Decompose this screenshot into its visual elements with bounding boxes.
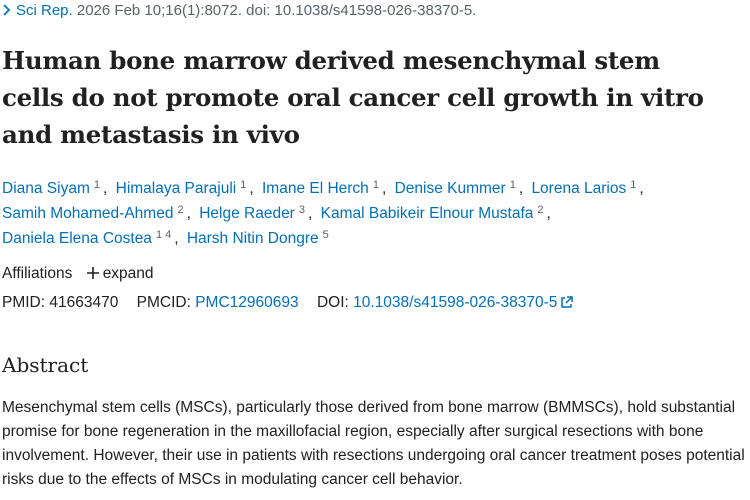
pmcid-label: PMCID: bbox=[136, 294, 191, 311]
author: Helge Raeder 3 bbox=[199, 204, 316, 223]
author-link[interactable]: Himalaya Parajuli bbox=[115, 180, 237, 197]
affiliation-numbers: 1 bbox=[240, 179, 249, 191]
pmid-label: PMID: bbox=[2, 294, 46, 311]
citation: Sci Rep. 2026 Feb 10;16(1):8072. doi: 10… bbox=[2, 2, 476, 19]
affiliation-number: 3 bbox=[298, 204, 305, 216]
doi: DOI: 10.1038/s41598-026-38370-5 bbox=[316, 294, 574, 311]
author-link[interactable]: Daniela Elena Costea bbox=[2, 230, 152, 247]
expand-button[interactable]: expand bbox=[86, 265, 154, 282]
affiliation-numbers: 1 bbox=[630, 179, 639, 191]
author: Daniela Elena Costea 1 4 bbox=[2, 229, 183, 248]
affiliation-number: 2 bbox=[177, 204, 184, 216]
doi-label: DOI: bbox=[316, 294, 349, 311]
affiliation-numbers: 1 bbox=[94, 179, 103, 191]
author-link[interactable]: Diana Siyam bbox=[2, 180, 90, 197]
author: Denise Kummer 1 bbox=[394, 179, 528, 198]
author: Imane El Herch 1 bbox=[261, 179, 390, 198]
affiliation-numbers: 1 bbox=[510, 179, 519, 191]
affiliation-number: 2 bbox=[537, 204, 544, 216]
author-link[interactable]: Helge Raeder bbox=[199, 205, 295, 222]
pmcid: PMCID: PMC12960693 bbox=[137, 294, 299, 311]
abstract-heading: Abstract bbox=[2, 353, 89, 377]
author: Harsh Nitin Dongre 5 bbox=[186, 229, 332, 248]
author-link[interactable]: Lorena Larios bbox=[531, 180, 627, 197]
author: Samih Mohamed-Ahmed 2 bbox=[2, 204, 195, 223]
chevron-icon bbox=[3, 4, 11, 16]
author-link[interactable]: Kamal Babikeir Elnour Mustafa bbox=[320, 205, 534, 222]
expand-label: expand bbox=[102, 265, 154, 282]
affiliation-number: 4 bbox=[165, 229, 172, 241]
doi-link[interactable]: 10.1038/s41598-026-38370-5 bbox=[353, 294, 574, 311]
journal-link[interactable]: Sci Rep. bbox=[16, 2, 73, 19]
author-link[interactable]: Harsh Nitin Dongre bbox=[186, 230, 319, 247]
abstract-text: Mesenchymal stem cells (MSCs), particula… bbox=[2, 399, 745, 488]
affiliation-numbers: 1 bbox=[373, 179, 382, 191]
identifiers: PMID: 41663470 PMCID: PMC12960693 DOI: 1… bbox=[2, 294, 587, 312]
affiliation-numbers: 2 bbox=[537, 204, 546, 216]
affiliation-numbers: 5 bbox=[323, 229, 332, 241]
affiliation-number: 1 bbox=[630, 179, 637, 191]
affiliation-number: 1 bbox=[240, 179, 247, 191]
author-link[interactable]: Samih Mohamed-Ahmed bbox=[2, 205, 174, 222]
affiliation-number: 1 bbox=[93, 179, 100, 191]
pmid-value: 41663470 bbox=[49, 294, 119, 311]
author: Lorena Larios 1 bbox=[531, 179, 647, 198]
affiliation-numbers: 2 bbox=[177, 204, 186, 216]
affiliations-label: Affiliations bbox=[2, 265, 73, 282]
author: Himalaya Parajuli 1 bbox=[115, 179, 258, 198]
pmcid-link[interactable]: PMC12960693 bbox=[195, 294, 299, 311]
article-title: Human bone marrow derived mesenchymal st… bbox=[2, 46, 704, 149]
affiliation-number: 5 bbox=[322, 229, 329, 241]
affiliation-number: 1 bbox=[509, 179, 516, 191]
author: Kamal Babikeir Elnour Mustafa 2 bbox=[320, 204, 555, 223]
doi-value: 10.1038/s41598-026-38370-5 bbox=[353, 294, 558, 311]
affiliation-number: 1 bbox=[372, 179, 379, 191]
author: Diana Siyam 1 bbox=[2, 179, 111, 198]
citation-details: 2026 Feb 10;16(1):8072. doi: 10.1038/s41… bbox=[76, 2, 477, 19]
external-link-icon bbox=[561, 296, 574, 308]
affiliation-number: 1 bbox=[155, 229, 163, 241]
plus-icon bbox=[86, 267, 99, 279]
affiliations-row: Affiliations expand bbox=[2, 265, 154, 283]
affiliation-numbers: 3 bbox=[299, 204, 308, 216]
author-link[interactable]: Denise Kummer bbox=[394, 180, 506, 197]
author-link[interactable]: Imane El Herch bbox=[261, 180, 369, 197]
pmid: PMID: 41663470 bbox=[2, 294, 118, 311]
